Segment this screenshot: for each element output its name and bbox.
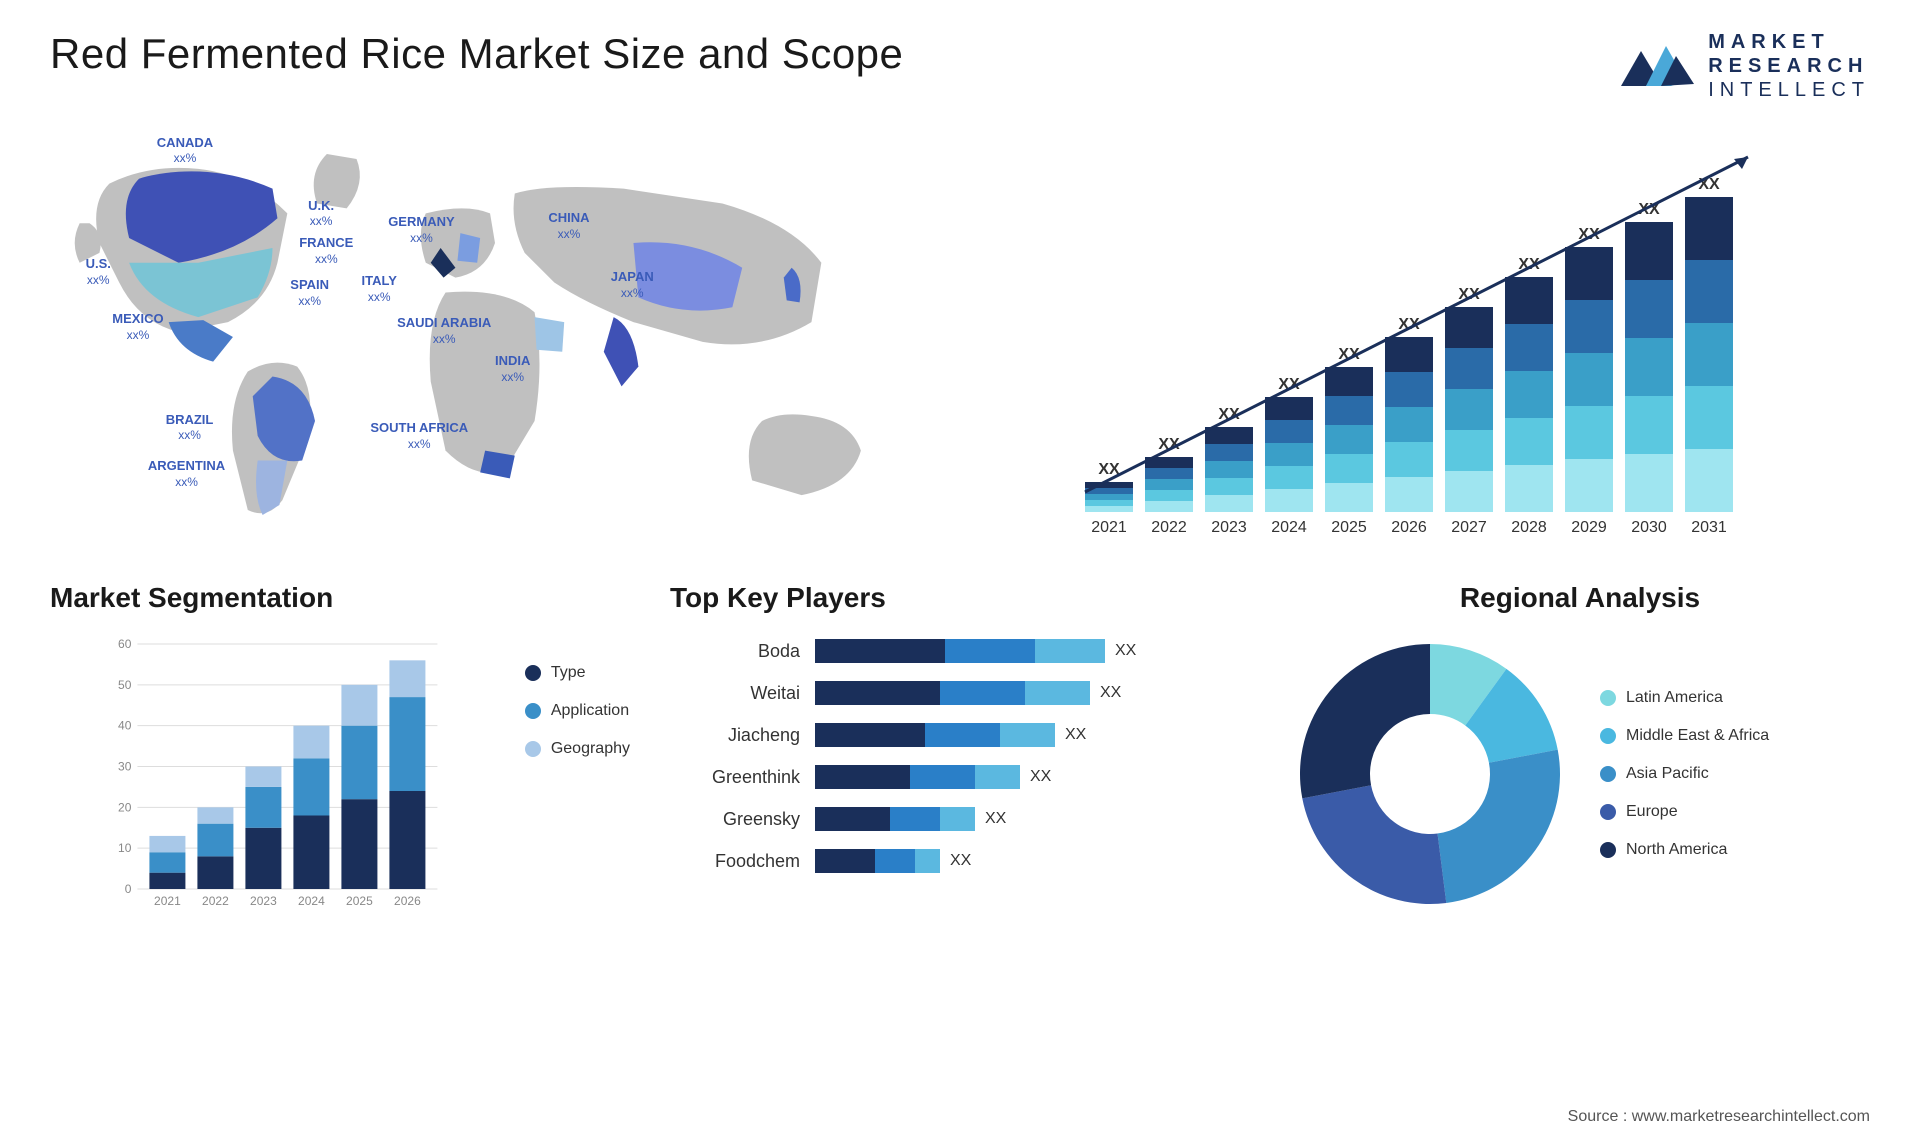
svg-text:2025: 2025 <box>346 894 373 908</box>
segmentation-legend: Type Application Geography <box>525 634 630 914</box>
map-label: CHINAxx% <box>548 210 589 241</box>
regional-section: Regional Analysis Latin America Middle Ea… <box>1290 582 1870 914</box>
svg-text:2023: 2023 <box>250 894 277 908</box>
legend-item: North America <box>1600 841 1769 859</box>
svg-text:2022: 2022 <box>1151 519 1187 536</box>
player-bar-row: XX <box>815 681 1250 705</box>
player-label: Greensky <box>670 807 800 831</box>
logo-line3: INTELLECT <box>1708 78 1870 102</box>
map-label: U.S.xx% <box>86 256 111 287</box>
map-label: SPAINxx% <box>290 277 329 308</box>
brand-logo: MARKET RESEARCH INTELLECT <box>1616 30 1870 102</box>
source-attribution: Source : www.marketresearchintellect.com <box>1568 1108 1870 1126</box>
map-label: SOUTH AFRICAxx% <box>370 420 468 451</box>
map-label: FRANCExx% <box>299 235 353 266</box>
svg-text:2025: 2025 <box>1331 519 1367 536</box>
svg-text:40: 40 <box>118 719 132 733</box>
map-label: CANADAxx% <box>157 135 213 166</box>
map-label: GERMANYxx% <box>388 214 454 245</box>
growth-bar-chart: 2021XX2022XX2023XX2024XX2025XX2026XX2027… <box>980 122 1870 542</box>
legend-item: Application <box>525 702 630 720</box>
svg-text:20: 20 <box>118 800 132 814</box>
svg-text:2027: 2027 <box>1451 519 1487 536</box>
regional-legend: Latin America Middle East & Africa Asia Pa… <box>1600 689 1769 859</box>
world-map: CANADAxx% U.S.xx%MEXICOxx% BRAZILxx% ARGENT… <box>50 122 940 542</box>
svg-text:2021: 2021 <box>154 894 181 908</box>
map-label: SAUDI ARABIAxx% <box>397 315 491 346</box>
legend-item: Asia Pacific <box>1600 765 1769 783</box>
svg-text:50: 50 <box>118 678 132 692</box>
svg-text:2024: 2024 <box>298 894 325 908</box>
page-title: Red Fermented Rice Market Size and Scope <box>50 30 903 78</box>
player-bar-row: XX <box>815 639 1250 663</box>
player-label: Foodchem <box>670 849 800 873</box>
player-bar-row: XX <box>815 849 1250 873</box>
segmentation-title: Market Segmentation <box>50 582 630 614</box>
logo-line2: RESEARCH <box>1708 54 1870 78</box>
svg-text:2031: 2031 <box>1691 519 1727 536</box>
svg-text:10: 10 <box>118 841 132 855</box>
segmentation-section: Market Segmentation 0 10 20 30 40 50 60 2021 202… <box>50 582 630 914</box>
svg-text:0: 0 <box>125 882 132 896</box>
svg-text:XX: XX <box>1698 176 1720 193</box>
map-label: ITALYxx% <box>362 273 397 304</box>
svg-text:2028: 2028 <box>1511 519 1547 536</box>
svg-text:2024: 2024 <box>1271 519 1307 536</box>
map-label: ARGENTINAxx% <box>148 458 225 489</box>
map-label: JAPANxx% <box>611 269 654 300</box>
player-label: Jiacheng <box>670 723 800 747</box>
legend-item: Geography <box>525 740 630 758</box>
svg-text:2030: 2030 <box>1631 519 1667 536</box>
player-label: Weitai <box>670 681 800 705</box>
player-bar-row: XX <box>815 765 1250 789</box>
map-label: U.K.xx% <box>308 198 334 229</box>
players-section: Top Key Players Boda Weitai Jiacheng Greent… <box>670 582 1250 914</box>
player-bar-row: XX <box>815 723 1250 747</box>
svg-text:2026: 2026 <box>1391 519 1427 536</box>
svg-text:60: 60 <box>118 637 132 651</box>
player-label: Greenthink <box>670 765 800 789</box>
map-label: BRAZILxx% <box>166 412 214 443</box>
map-label: INDIAxx% <box>495 353 530 384</box>
svg-text:2023: 2023 <box>1211 519 1247 536</box>
player-label: Boda <box>670 639 800 663</box>
svg-text:2026: 2026 <box>394 894 421 908</box>
regional-title: Regional Analysis <box>1290 582 1870 614</box>
svg-text:30: 30 <box>118 760 132 774</box>
legend-item: Type <box>525 664 630 682</box>
legend-item: Middle East & Africa <box>1600 727 1769 745</box>
svg-text:2022: 2022 <box>202 894 229 908</box>
logo-icon <box>1616 36 1696 96</box>
svg-text:2021: 2021 <box>1091 519 1127 536</box>
legend-item: Europe <box>1600 803 1769 821</box>
svg-text:2029: 2029 <box>1571 519 1607 536</box>
players-title: Top Key Players <box>670 582 1250 614</box>
logo-line1: MARKET <box>1708 30 1870 54</box>
map-label: MEXICOxx% <box>112 311 163 342</box>
legend-item: Latin America <box>1600 689 1769 707</box>
player-bar-row: XX <box>815 807 1250 831</box>
